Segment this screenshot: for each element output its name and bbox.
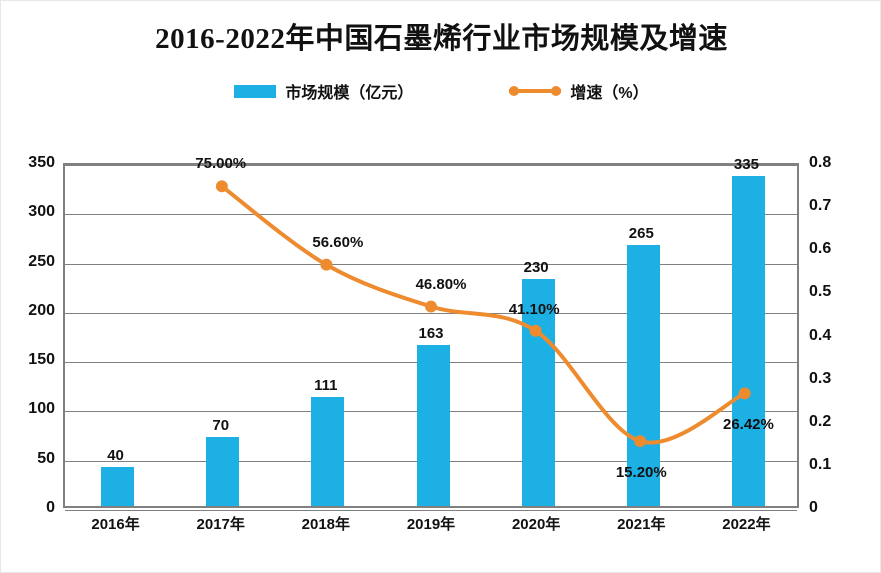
y-axis-right-tick: 0 — [809, 499, 818, 516]
bar[interactable] — [101, 466, 135, 506]
chart-title: 2016-2022年中国石墨烯行业市场规模及增速 — [155, 23, 728, 55]
legend-label-market-size: 市场规模（亿元） — [285, 85, 414, 102]
x-axis-tick: 2021年 — [617, 516, 666, 533]
bar-value-label: 70 — [212, 417, 230, 434]
bar-value-label: 40 — [107, 446, 124, 464]
growth-rate-line — [219, 184, 747, 445]
line-value-label: 46.80% — [415, 276, 467, 294]
line-series — [215, 180, 751, 448]
bar-value-label: 265 — [628, 224, 654, 242]
x-axis-tick: 2019年 — [406, 516, 456, 533]
y-axis-left-tick: 50 — [37, 449, 55, 467]
line-swatch-icon — [509, 84, 562, 98]
line-marker[interactable] — [425, 300, 437, 313]
x-axis-tick: 2017年 — [196, 516, 245, 533]
gridline — [65, 214, 797, 216]
y-axis-left: 0 50 100 150 200 250 300 350 — [1, 154, 55, 516]
bar-value-label: 335 — [733, 155, 759, 173]
line-marker[interactable] — [738, 387, 751, 400]
x-axis-categories: 2016年 2017年 2018年 2019年 2020年 2021年 2022年 — [63, 513, 799, 539]
y-axis-right-tick: 0.1 — [809, 455, 832, 473]
line-value-label: 41.10% — [508, 300, 560, 318]
bar[interactable] — [521, 279, 555, 506]
line-marker[interactable] — [634, 435, 647, 448]
line-value-label: 75.00% — [195, 154, 247, 172]
y-axis-left-tick: 150 — [28, 351, 55, 369]
y-axis-left-tick: 350 — [28, 154, 55, 171]
y-axis-left-tick: 0 — [46, 499, 55, 516]
line-marker[interactable] — [215, 180, 228, 193]
plot-area — [63, 163, 799, 511]
y-axis-right-tick: 0.8 — [809, 154, 832, 171]
line-marker[interactable] — [529, 324, 542, 337]
y-axis-right-tick: 0.7 — [809, 197, 832, 215]
y-axis-right: 0 0.1 0.2 0.3 0.4 0.5 0.6 0.7 0.8 — [809, 154, 859, 516]
y-axis-right-tick: 0.5 — [809, 283, 832, 301]
legend-item-market-size[interactable]: 市场规模（亿元） — [234, 79, 413, 103]
x-axis-tick: 2022年 — [722, 516, 771, 533]
gridline — [65, 312, 797, 314]
bar-swatch-icon — [234, 84, 277, 98]
line-marker[interactable] — [320, 258, 333, 271]
gridline — [65, 510, 797, 511]
legend-label-growth-rate: 增速（%） — [570, 85, 649, 102]
y-axis-left-tick: 300 — [28, 203, 55, 221]
gridline — [65, 263, 797, 265]
line-value-label: 26.42% — [722, 416, 774, 434]
bar[interactable] — [731, 175, 765, 506]
y-axis-left-tick: 250 — [28, 252, 55, 270]
x-axis-tick: 2020年 — [511, 516, 561, 533]
legend-item-growth-rate[interactable]: 增速（%） — [509, 79, 649, 103]
y-axis-left-tick: 200 — [28, 301, 55, 319]
gridline — [65, 165, 797, 166]
y-axis-right-tick: 0.4 — [809, 326, 832, 344]
line-value-label: 56.60% — [312, 233, 364, 251]
y-axis-left-tick: 100 — [28, 400, 55, 418]
line-value-label: 15.20% — [615, 464, 667, 482]
x-axis-tick: 2018年 — [301, 516, 351, 533]
y-axis-right-tick: 0.3 — [809, 369, 832, 387]
bar[interactable] — [416, 345, 450, 506]
x-axis-tick: 2016年 — [91, 516, 140, 533]
bar-value-label: 163 — [418, 325, 444, 343]
bar[interactable] — [626, 244, 660, 506]
bar-value-label: 111 — [314, 376, 338, 394]
bar-value-label: 230 — [523, 259, 549, 277]
bar[interactable] — [311, 396, 345, 506]
bar[interactable] — [206, 437, 240, 506]
y-axis-right-tick: 0.6 — [809, 240, 832, 258]
y-axis-right-tick: 0.2 — [809, 412, 832, 430]
chart-legend: 市场规模（亿元） 增速（%） — [1, 79, 880, 103]
